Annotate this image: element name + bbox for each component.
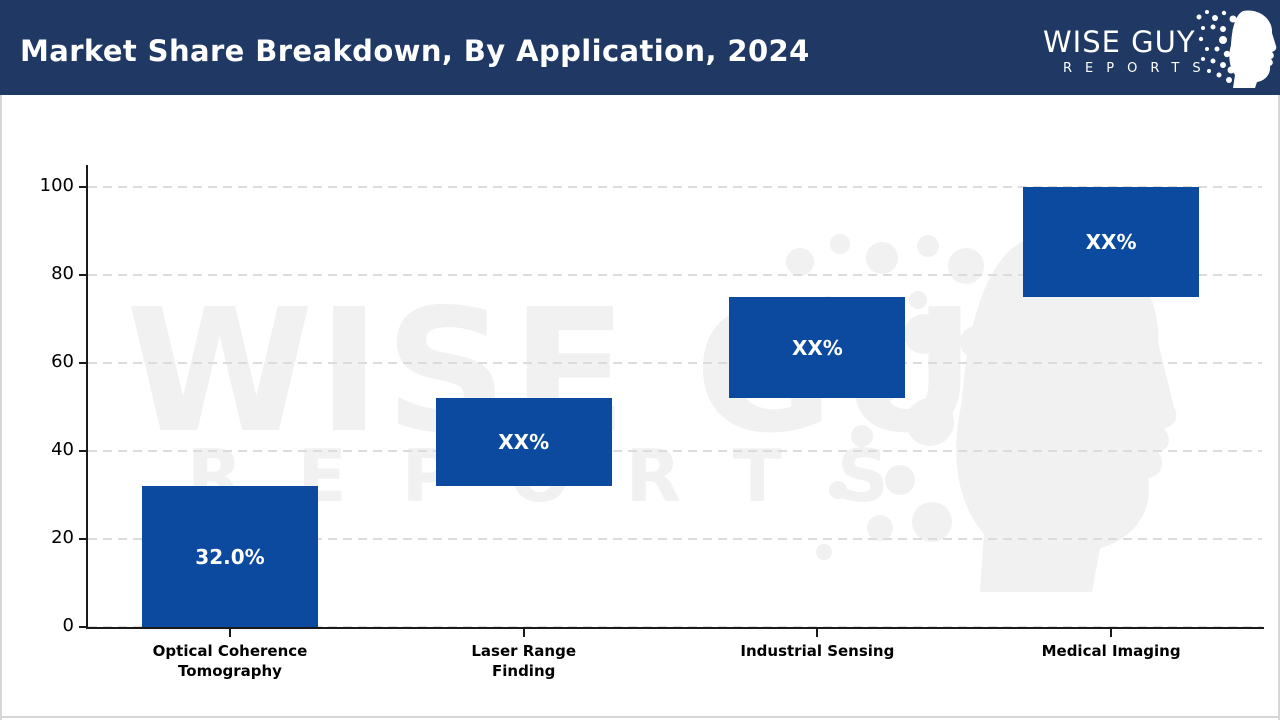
bar-value-label: XX% [498, 430, 550, 455]
x-category-label: Laser Range Finding [471, 642, 577, 680]
bar-segment: 32.0% [142, 486, 318, 627]
gridline [88, 538, 1262, 540]
bar-value-label: XX% [791, 335, 843, 360]
gridline [88, 450, 1262, 452]
page-title: Market Share Breakdown, By Application, … [20, 34, 810, 68]
gridline [88, 362, 1262, 364]
x-category-label: Medical Imaging [1041, 642, 1181, 660]
x-tick-mark [816, 629, 819, 637]
header-bar: Market Share Breakdown, By Application, … [0, 0, 1280, 95]
y-tick-mark [79, 274, 88, 276]
logo-wordmark: WISE GUY [1043, 25, 1196, 59]
figure-border-left [0, 95, 2, 720]
gridline [88, 186, 1262, 188]
figure-border-right [1278, 95, 1280, 720]
y-tick-mark [79, 362, 88, 364]
bar-segment: XX% [1023, 187, 1200, 297]
x-tick-mark [229, 629, 231, 637]
y-tick-mark [79, 450, 88, 452]
bar-segment: XX% [435, 398, 612, 487]
y-tick-label: 20 [51, 527, 74, 548]
logo-head-dots-icon [1196, 10, 1277, 88]
x-category-label: Industrial Sensing [740, 642, 895, 660]
bar-value-label: XX% [1085, 230, 1137, 254]
watermark-head-dots-icon [786, 234, 1177, 592]
bar-value-label: 32.0% [195, 544, 265, 569]
gridline [88, 274, 1262, 276]
figure-border-bottom [0, 716, 1280, 718]
y-tick-label: 100 [39, 175, 74, 196]
bar-segment: XX% [729, 297, 906, 399]
x-tick-mark [1110, 629, 1113, 637]
logo-subtitle: REPORTS [1063, 61, 1214, 76]
y-axis-line [86, 165, 88, 629]
x-axis-line [86, 627, 1264, 629]
y-tick-label: 60 [51, 351, 74, 372]
y-tick-mark [79, 626, 88, 628]
y-tick-label: 40 [51, 439, 74, 460]
x-tick-mark [522, 629, 525, 637]
y-tick-label: 0 [62, 615, 74, 636]
y-tick-mark [79, 538, 88, 540]
y-tick-label: 80 [51, 263, 74, 284]
y-tick-mark [79, 186, 88, 188]
x-category-label: Optical Coherence Tomography [152, 642, 308, 680]
